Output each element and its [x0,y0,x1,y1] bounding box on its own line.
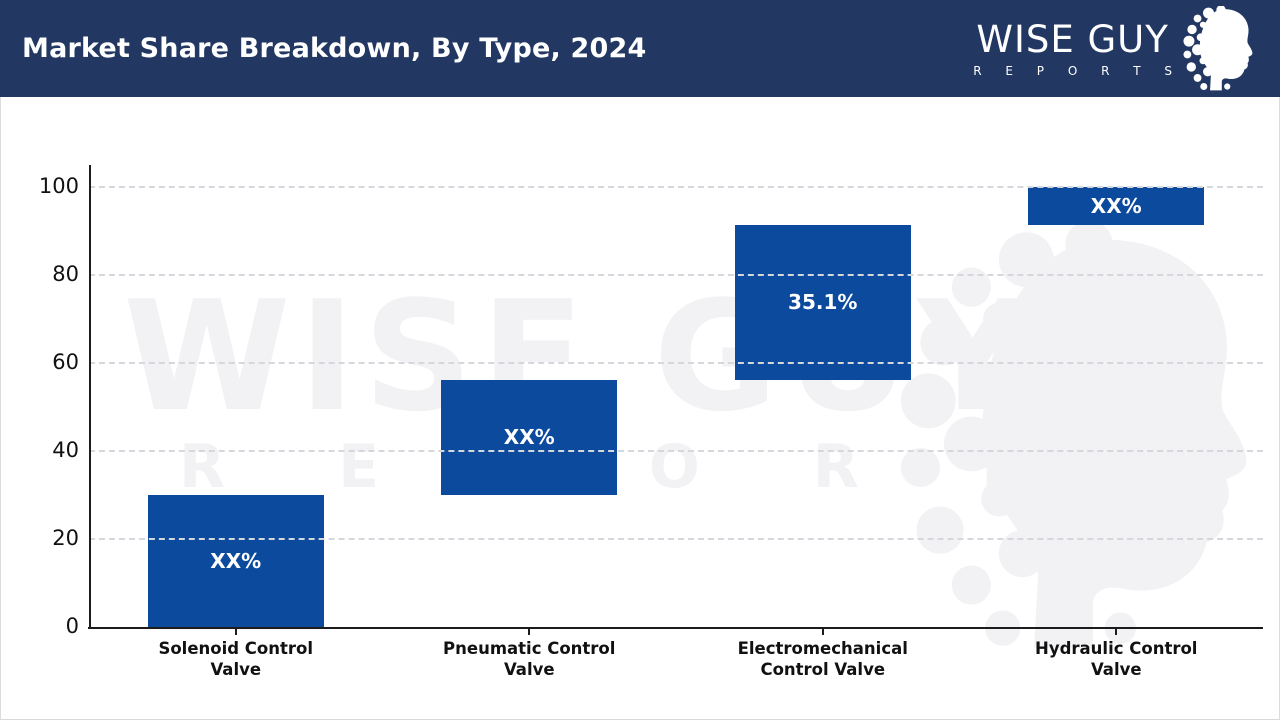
y-tick-label: 20 [52,526,79,550]
y-axis-line [89,165,91,629]
y-tick-label: 40 [52,438,79,462]
x-category-label: Hydraulic Control Valve [1035,639,1198,680]
x-category-label: Pneumatic Control Valve [443,639,616,680]
bar-value-label: XX% [1090,194,1142,219]
x-tick-mark [528,628,531,635]
x-category-label: Electromechanical Control Valve [737,639,908,680]
bar-value-label: XX% [210,549,262,573]
x-tick-mark [821,628,824,635]
bar-segment: XX% [1028,187,1205,226]
bar-segment: XX% [441,379,618,495]
y-tick-label: 60 [52,350,79,374]
x-tick-mark [1115,628,1118,635]
brand-logo-text: WISE GUY R E P O R T S [973,21,1172,77]
header: Market Share Breakdown, By Type, 2024 WI… [0,0,1280,97]
brand-wordmark: WISE GUY [976,17,1169,61]
y-tick-label: 0 [65,614,79,638]
bar-value-label: 35.1% [788,290,858,315]
brand-logo: WISE GUY R E P O R T S [973,5,1264,92]
y-tick-label: 80 [52,262,79,286]
gridline-40 [89,450,1263,452]
gridline-100 [89,186,1263,188]
bar-segment: 35.1% [734,225,911,380]
x-category-label: Solenoid Control Valve [158,639,314,680]
chart-title: Market Share Breakdown, By Type, 2024 [22,33,647,64]
bar-value-label: XX% [503,425,555,450]
gridline-80 [89,274,1263,276]
bar-segment: XX% [147,495,324,627]
brand-head-icon [1183,5,1253,90]
x-tick-mark [234,628,237,635]
gridline-60 [89,362,1263,364]
brand-reports-text: R E P O R T S [973,63,1182,78]
gridline-20 [89,538,1263,540]
y-tick-label: 100 [38,174,79,198]
x-axis-line [88,627,1263,629]
